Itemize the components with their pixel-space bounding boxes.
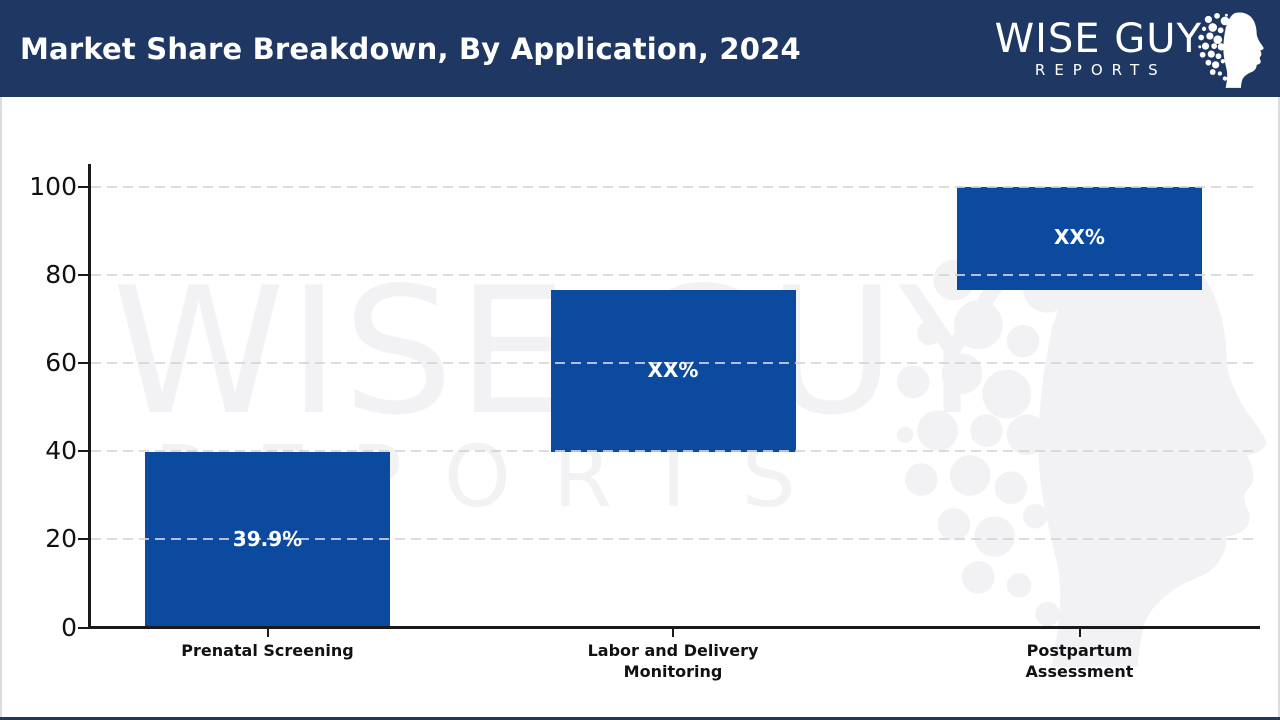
y-tick-label: 40 [45,436,77,466]
y-tick [78,361,89,364]
header-bar: Market Share Breakdown, By Application, … [0,0,1280,97]
brand-logo-text: WISE GUY REPORTS [995,18,1202,79]
y-tick-label: 20 [45,524,77,554]
brand-name: WISE GUY [994,16,1202,62]
footer-strip [0,717,1280,720]
gridline [91,361,1258,364]
y-tick [78,626,89,629]
brand-subname: REPORTS [1034,61,1167,79]
x-category-label-line: Assessment [1025,662,1134,681]
bar-value-label: 39.9% [232,526,303,551]
x-axis-line [88,626,1260,629]
bar-segment [550,289,796,452]
bar-value-label: XX% [1054,225,1105,250]
y-tick-label: 80 [45,259,77,289]
gridline [91,273,1258,276]
y-tick [78,273,89,276]
x-category-label: Postpartum Assessment [920,640,1240,682]
x-category-label-line: Monitoring [623,662,723,681]
gridline [91,538,1258,541]
y-tick [78,450,89,453]
bar-value-label: XX% [647,357,699,382]
x-category-label-line: Labor and Delivery [587,641,759,660]
x-tick [1078,629,1081,637]
x-category-label: Prenatal Screening [108,640,428,661]
x-tick [672,629,674,637]
page-title: Market Share Breakdown, By Application, … [20,31,801,66]
y-tick [78,538,89,541]
brand-logo: WISE GUY REPORTS [995,7,1266,91]
y-tick-label: 60 [45,347,77,377]
x-tick [266,629,269,637]
gridline [91,450,1258,453]
x-category-label: Labor and Delivery Monitoring [513,640,833,682]
chart-area: WISE GUY REPORTS 39.9% XX% XX% 0 20 40 60 80 100… [0,97,1280,717]
x-category-label-line: Postpartum [1026,641,1133,660]
y-tick-label: 0 [61,612,77,642]
y-tick-label: 100 [29,171,77,201]
x-category-label-line: Prenatal Screening [181,641,354,660]
y-axis-line [88,164,91,629]
brand-face-icon [1198,11,1264,88]
y-tick [78,185,89,188]
gridline [91,185,1258,188]
